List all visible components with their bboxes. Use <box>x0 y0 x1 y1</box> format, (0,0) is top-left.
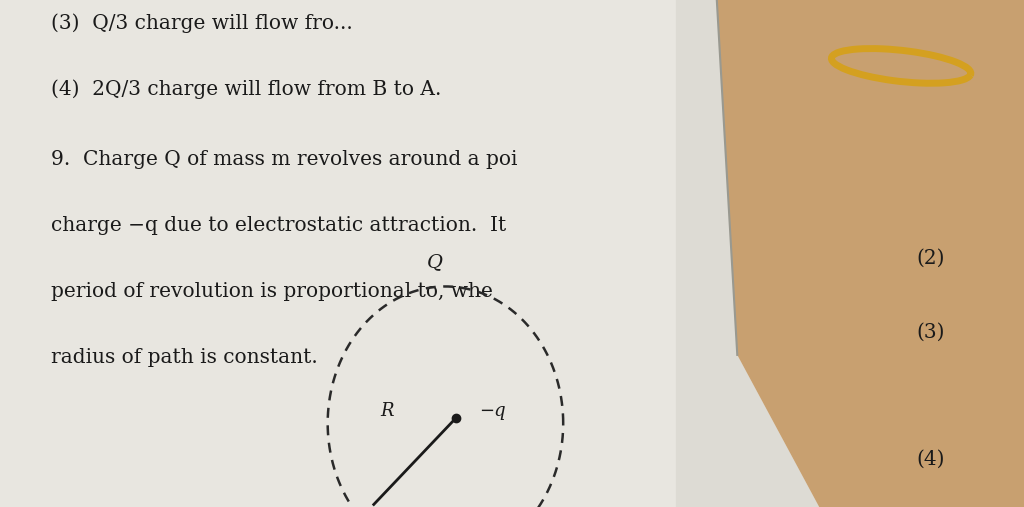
Text: 9.  Charge Q of mass m revolves around a poi: 9. Charge Q of mass m revolves around a … <box>51 150 518 169</box>
Text: period of revolution is proportional to, whe: period of revolution is proportional to,… <box>51 282 494 301</box>
Text: charge −q due to electrostatic attraction.  It: charge −q due to electrostatic attractio… <box>51 216 507 235</box>
Text: (2): (2) <box>916 249 945 268</box>
Text: (4)  2Q/3 charge will flow from B to A.: (4) 2Q/3 charge will flow from B to A. <box>51 79 441 98</box>
Text: (3)  Q/3 charge will flow fro...: (3) Q/3 charge will flow fro... <box>51 13 353 32</box>
Text: Q: Q <box>427 253 443 271</box>
Polygon shape <box>676 0 819 507</box>
Text: −q: −q <box>479 402 506 420</box>
Text: R: R <box>380 402 394 420</box>
Text: (3): (3) <box>916 322 945 342</box>
Text: (4): (4) <box>916 449 945 468</box>
Text: radius of path is constant.: radius of path is constant. <box>51 348 317 367</box>
Polygon shape <box>717 0 1024 507</box>
